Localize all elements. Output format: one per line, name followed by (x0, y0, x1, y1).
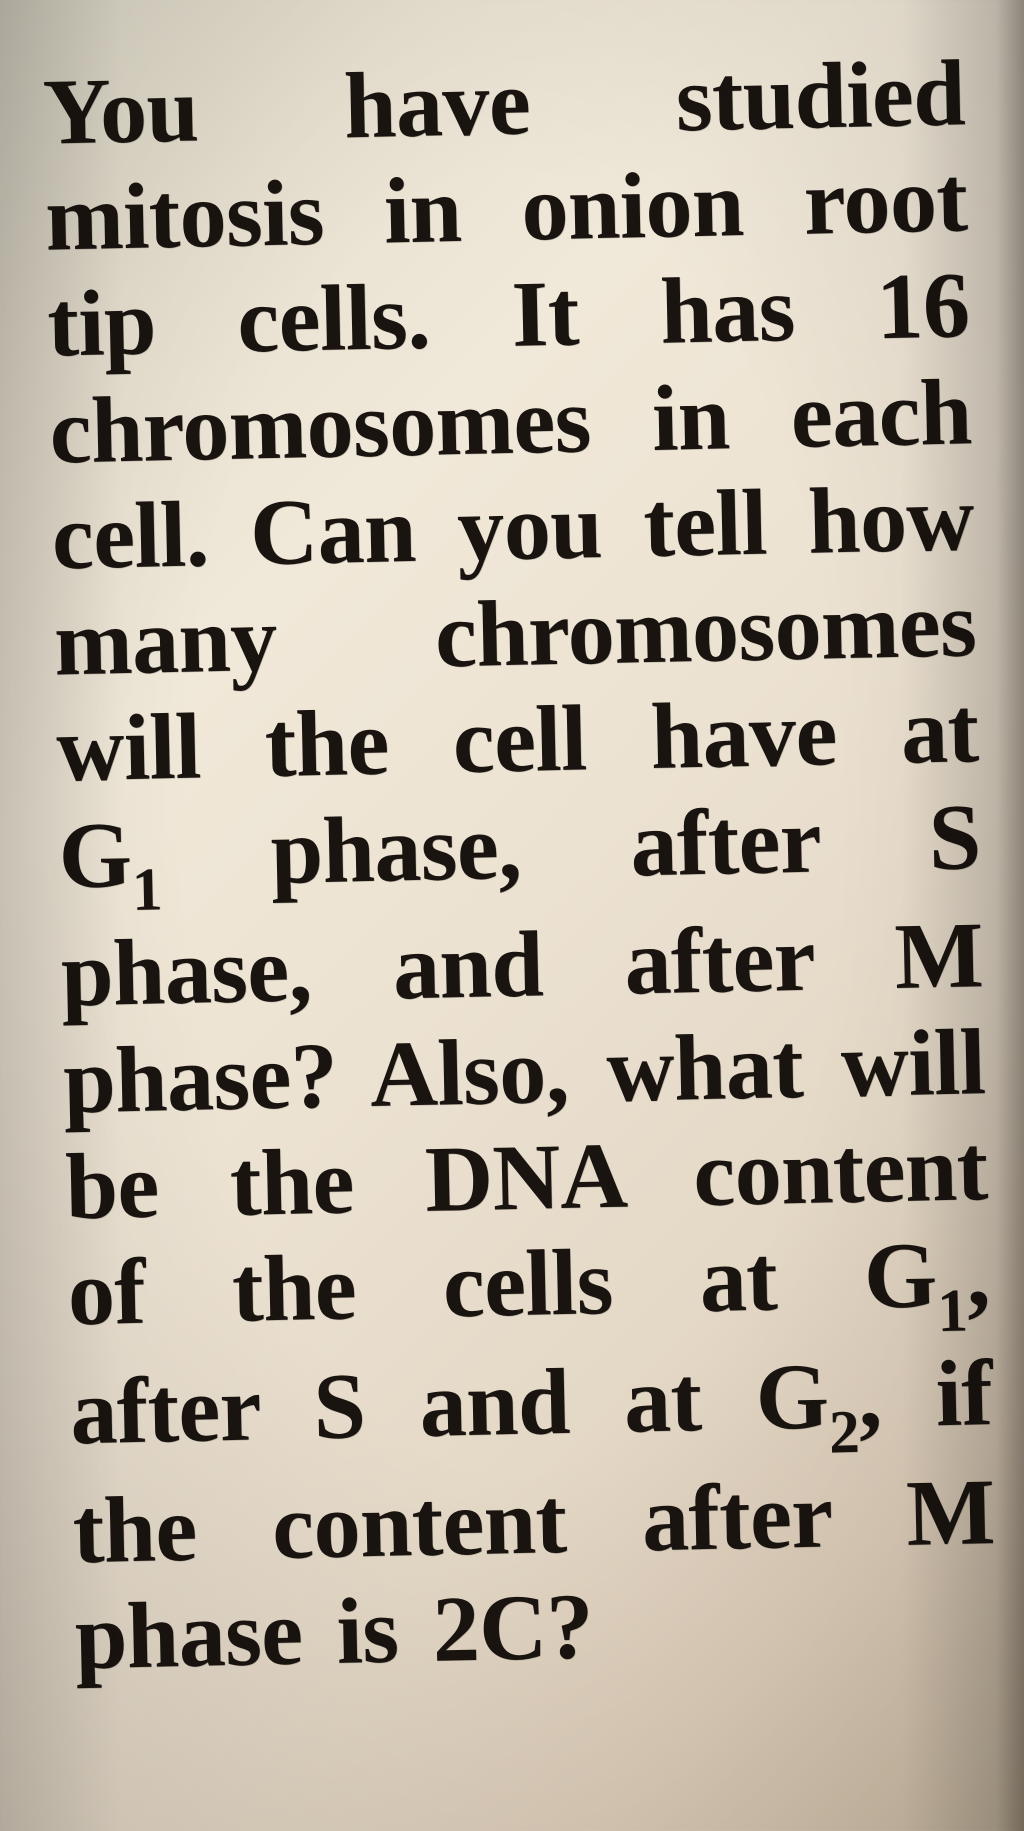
page-container: You have studied mitosis in onion root t… (0, 0, 1024, 1831)
question-paragraph: You have studied mitosis in onion root t… (42, 40, 998, 1690)
